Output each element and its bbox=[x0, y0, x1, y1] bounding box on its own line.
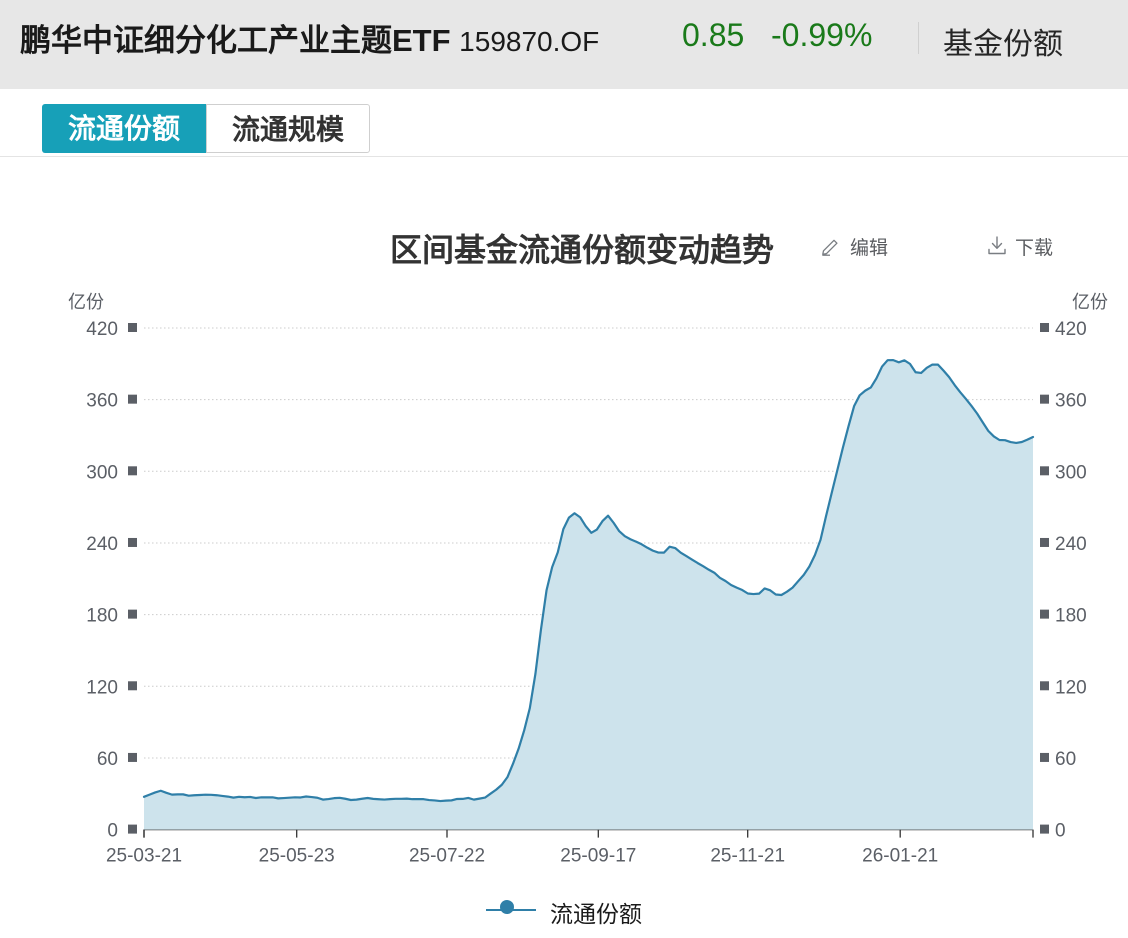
svg-text:60: 60 bbox=[97, 749, 118, 770]
svg-text:180: 180 bbox=[86, 606, 118, 627]
svg-text:25-03-21: 25-03-21 bbox=[106, 846, 182, 867]
svg-text:240: 240 bbox=[86, 534, 118, 555]
svg-text:420: 420 bbox=[86, 319, 118, 340]
svg-text:120: 120 bbox=[1055, 677, 1087, 698]
svg-text:0: 0 bbox=[107, 821, 118, 842]
svg-text:120: 120 bbox=[86, 677, 118, 698]
svg-text:25-07-22: 25-07-22 bbox=[409, 846, 485, 867]
svg-text:180: 180 bbox=[1055, 606, 1087, 627]
svg-text:360: 360 bbox=[86, 391, 118, 412]
svg-text:26-01-21: 26-01-21 bbox=[862, 846, 938, 867]
svg-text:25-05-23: 25-05-23 bbox=[259, 846, 335, 867]
svg-text:0: 0 bbox=[1055, 821, 1066, 842]
svg-text:240: 240 bbox=[1055, 534, 1087, 555]
svg-text:420: 420 bbox=[1055, 319, 1087, 340]
svg-text:300: 300 bbox=[1055, 462, 1087, 483]
svg-text:300: 300 bbox=[86, 462, 118, 483]
svg-text:25-09-17: 25-09-17 bbox=[560, 846, 636, 867]
svg-text:60: 60 bbox=[1055, 749, 1076, 770]
svg-text:25-11-21: 25-11-21 bbox=[710, 846, 785, 867]
svg-text:360: 360 bbox=[1055, 391, 1087, 412]
